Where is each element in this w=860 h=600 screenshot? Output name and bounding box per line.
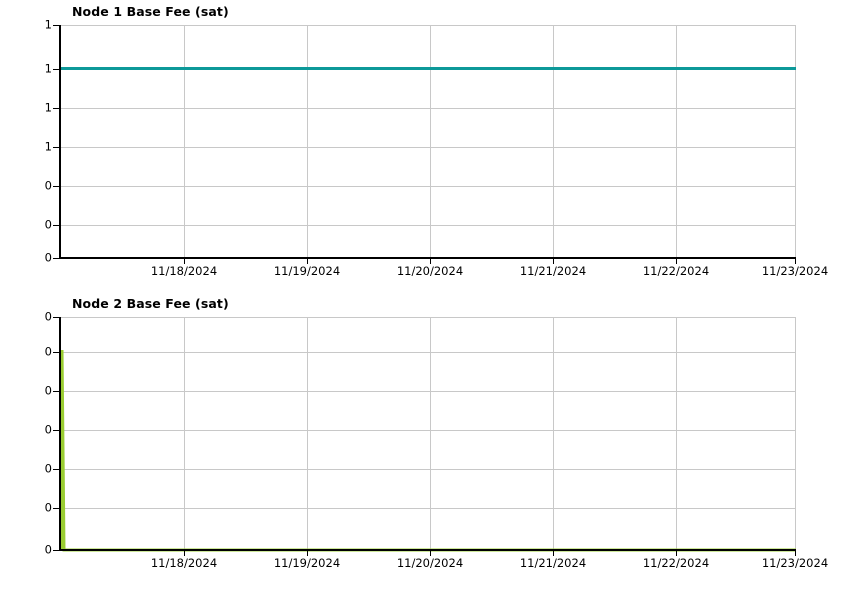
x-axis-node-1: [59, 257, 796, 259]
x-axis-node-2: [59, 549, 796, 551]
x-tick: [307, 551, 308, 556]
y-tick-label: 0: [44, 500, 52, 515]
gridline-horizontal: [60, 25, 796, 26]
x-tick: [676, 551, 677, 556]
chart-title-node-1: Node 1 Base Fee (sat): [72, 4, 229, 19]
x-tick: [553, 551, 554, 556]
gridline-horizontal: [60, 391, 796, 392]
y-tick-label: 0: [44, 383, 52, 398]
y-tick: [53, 225, 59, 226]
gridline-vertical: [676, 317, 677, 550]
series-line-node-2: [59, 349, 796, 552]
y-tick: [53, 69, 59, 70]
gridline-vertical: [553, 25, 554, 258]
gridline-horizontal: [60, 317, 796, 318]
y-tick: [53, 391, 59, 392]
y-tick: [53, 25, 59, 26]
y-tick: [53, 550, 59, 551]
chart-panel-node-1: Node 1 Base Fee (sat): [0, 0, 860, 290]
y-tick: [53, 186, 59, 187]
y-tick-label: 1: [44, 17, 52, 32]
gridline-horizontal: [60, 108, 796, 109]
gridline-horizontal: [60, 469, 796, 470]
x-tick: [307, 259, 308, 264]
x-tick: [184, 259, 185, 264]
gridline-horizontal: [60, 186, 796, 187]
x-tick-label: 11/22/2024: [642, 556, 710, 570]
x-tick: [795, 259, 796, 264]
gridline-vertical: [307, 317, 308, 550]
y-tick-label: 0: [44, 250, 52, 265]
gridline-horizontal: [60, 352, 796, 353]
plot-area-node-1: [60, 25, 796, 258]
y-tick: [53, 258, 59, 259]
gridline-vertical: [676, 25, 677, 258]
x-tick: [795, 551, 796, 556]
y-tick-label: 0: [44, 217, 52, 232]
gridline-vertical: [430, 317, 431, 550]
x-tick: [676, 259, 677, 264]
y-tick-label: 0: [44, 422, 52, 437]
y-tick-label: 1: [44, 139, 52, 154]
y-tick-label: 1: [44, 61, 52, 76]
x-tick-label: 11/18/2024: [150, 556, 218, 570]
y-axis-node-2: [59, 317, 61, 551]
gridline-vertical: [307, 25, 308, 258]
gridline-horizontal: [60, 430, 796, 431]
gridline-horizontal: [60, 225, 796, 226]
x-tick-label: 11/18/2024: [150, 264, 218, 278]
x-tick: [184, 551, 185, 556]
y-tick-label: 0: [44, 178, 52, 193]
gridline-vertical: [184, 25, 185, 258]
y-tick-label: 0: [44, 542, 52, 557]
y-tick: [53, 508, 59, 509]
gridline-vertical: [553, 317, 554, 550]
y-tick: [53, 108, 59, 109]
x-tick-label: 11/22/2024: [642, 264, 710, 278]
gridline-vertical: [430, 25, 431, 258]
x-tick: [430, 551, 431, 556]
plot-area-node-2: [59, 317, 796, 552]
y-tick-label: 0: [44, 344, 52, 359]
x-tick-label: 11/19/2024: [273, 264, 341, 278]
x-tick-label: 11/21/2024: [519, 264, 587, 278]
x-tick: [430, 259, 431, 264]
y-tick-label: 0: [44, 309, 52, 324]
y-tick: [53, 469, 59, 470]
series-line-node-1: [60, 67, 796, 70]
y-tick: [53, 352, 59, 353]
gridline-horizontal: [60, 508, 796, 509]
chart-panel-node-2: Node 2 Base Fee (sat): [0, 292, 860, 592]
y-tick: [53, 430, 59, 431]
chart-title-node-2: Node 2 Base Fee (sat): [72, 296, 229, 311]
x-tick-label: 11/20/2024: [396, 264, 464, 278]
x-tick: [553, 259, 554, 264]
y-tick-label: 0: [44, 461, 52, 476]
gridline-vertical: [795, 317, 796, 550]
x-tick-label: 11/20/2024: [396, 556, 464, 570]
y-axis-node-1: [59, 25, 61, 259]
x-tick-label: 11/19/2024: [273, 556, 341, 570]
y-tick: [53, 317, 59, 318]
gridline-vertical: [795, 25, 796, 258]
y-tick-label: 1: [44, 100, 52, 115]
gridline-horizontal: [60, 147, 796, 148]
gridline-vertical: [184, 317, 185, 550]
x-tick-label: 11/21/2024: [519, 556, 587, 570]
y-tick: [53, 147, 59, 148]
x-tick-label: 11/23/2024: [761, 556, 829, 570]
x-tick-label: 11/23/2024: [761, 264, 829, 278]
